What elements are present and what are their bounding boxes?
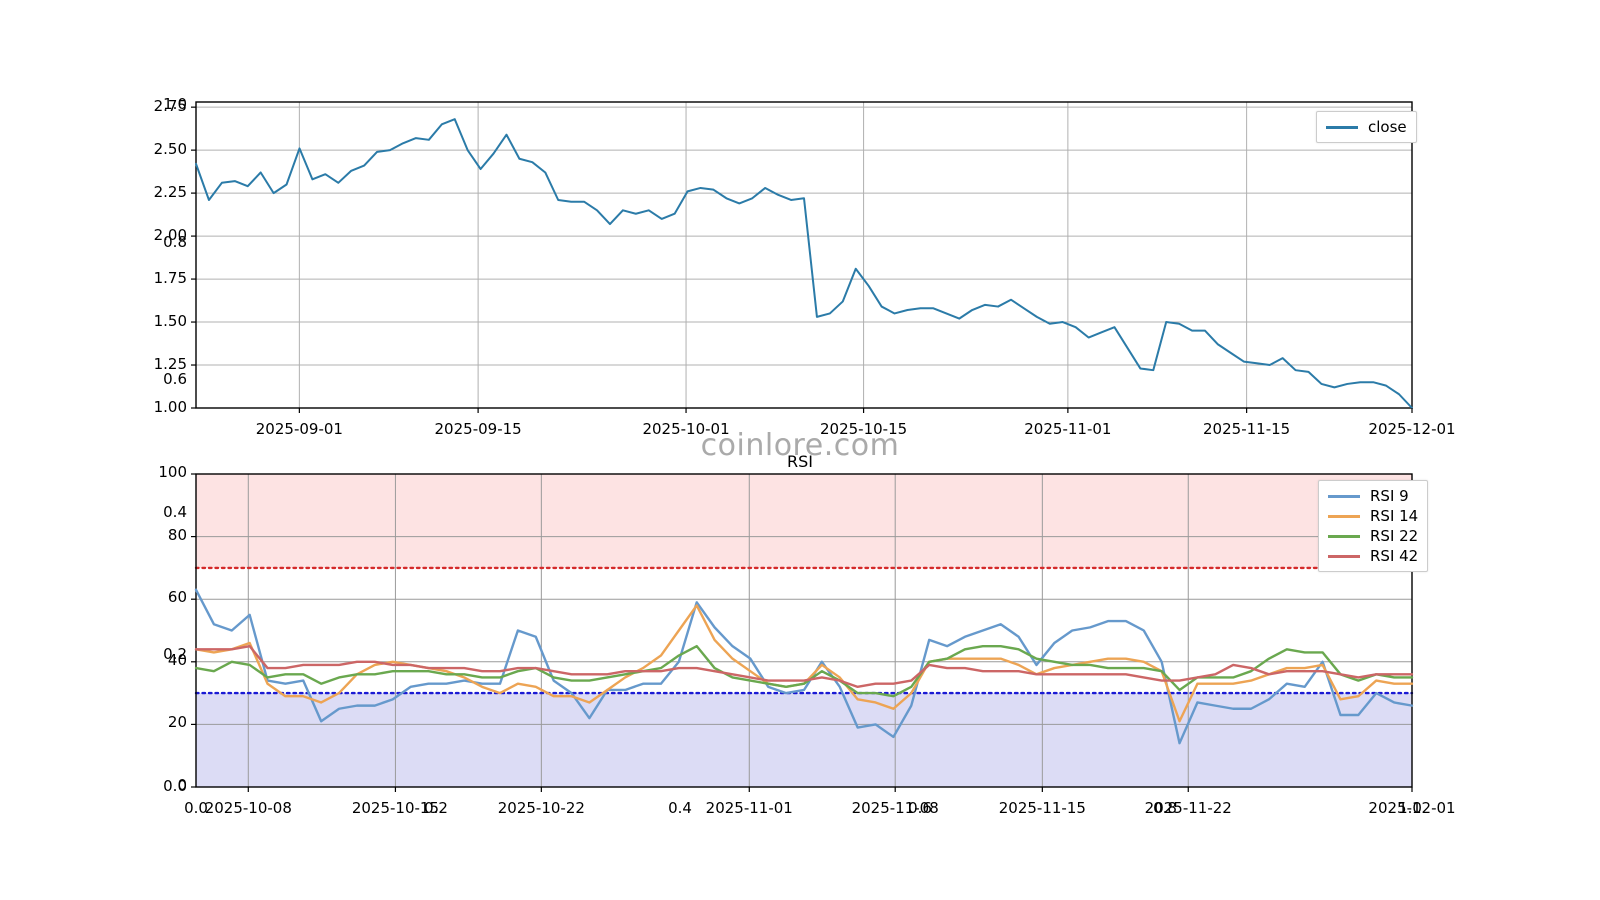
price-y-tick-1.75: 1.75 <box>153 269 187 288</box>
series-RSI-9 <box>194 588 1414 745</box>
price-y-tick-2.00: 2.00 <box>153 226 187 245</box>
price-chart-legend[interactable]: close <box>1316 111 1417 143</box>
price-secondary-y-tick-1.0: 1.0 <box>163 95 187 113</box>
price-y-tick-2.75: 2.75 <box>153 97 187 116</box>
rsi-y-tick-60: 60 <box>167 588 187 607</box>
rsi-secondary-x-tick-0.2: 0.2 <box>424 799 448 817</box>
rsi-secondary-x-tick-1.0: 1.0 <box>1398 799 1422 817</box>
legend-swatch-icon-close <box>1326 125 1358 129</box>
price-x-tick-2025-10-15: 2025-10-15 <box>819 420 908 438</box>
rsi-y-tick-0: 0 <box>177 776 187 794</box>
legend-swatch-icon-RSI-14 <box>1328 514 1360 518</box>
rsi-secondary-y-tick-0.0: 0.0 <box>163 777 187 795</box>
price-x-tick-2025-11-15: 2025-11-15 <box>1203 420 1291 438</box>
legend-item-RSI-9[interactable]: RSI 9 <box>1328 486 1418 506</box>
rsi-secondary-y-tick-0.2: 0.2 <box>163 645 187 663</box>
price-chart-panel: 1.00 1.25 1.50 1.75 2.00 2.25 2.50 2.75 0.6 0.8 1… <box>153 95 1456 438</box>
rsi-chart-canvas <box>191 473 1414 792</box>
legend-label-RSI-42: RSI 42 <box>1370 547 1419 565</box>
legend-label-RSI-9: RSI 9 <box>1370 487 1409 505</box>
price-x-tick-2025-12-01: 2025-12-01 <box>1368 420 1456 438</box>
rsi-y-tick-100: 100 <box>158 463 187 481</box>
legend-item-RSI-22[interactable]: RSI 22 <box>1328 526 1418 546</box>
rsi-chart-panel: 0 20 40 60 80 100 0.0 0.2 0.4 2025-10-08 2025-10… <box>0 455 1600 900</box>
rsi-x-tick-2025-12-01: 2025-12-01 <box>1368 799 1456 817</box>
price-y-tick-2.25: 2.25 <box>153 183 187 202</box>
rsi-y-tick-20: 20 <box>167 713 187 732</box>
legend-swatch-icon-RSI-9 <box>1328 494 1360 498</box>
price-secondary-y-tick-0.6: 0.6 <box>163 370 187 388</box>
series-RSI-42 <box>194 644 1414 689</box>
price-chart-canvas <box>191 101 1413 413</box>
legend-item-RSI-42[interactable]: RSI 42 <box>1328 546 1418 566</box>
rsi-x-tick-2025-11-15: 2025-11-15 <box>998 799 1086 817</box>
legend-label-close: close <box>1368 118 1407 136</box>
price-y-tick-1.00: 1.00 <box>153 398 187 416</box>
rsi-chart-title: RSI <box>787 452 813 471</box>
price-x-tick-2025-10-01: 2025-10-01 <box>642 420 730 438</box>
rsi-x-tick-2025-10-15: 2025-10-15 <box>351 799 440 817</box>
band-oversold-zone <box>196 693 1412 787</box>
legend-item-RSI-14[interactable]: RSI 14 <box>1328 506 1418 526</box>
rsi-x-tick-2025-10-22: 2025-10-22 <box>497 799 585 817</box>
legend-swatch-icon-RSI-42 <box>1328 554 1360 558</box>
price-y-tick-1.50: 1.50 <box>153 312 187 331</box>
rsi-secondary-x-tick-0.8: 0.8 <box>1153 799 1177 817</box>
price-x-tick-2025-09-01: 2025-09-01 <box>255 420 343 438</box>
rsi-y-tick-40: 40 <box>167 650 187 669</box>
series-RSI-22 <box>194 644 1414 698</box>
legend-label-RSI-14: RSI 14 <box>1370 507 1419 525</box>
price-y-tick-2.50: 2.50 <box>153 140 187 159</box>
price-x-tick-2025-11-01: 2025-11-01 <box>1024 420 1112 438</box>
rsi-secondary-x-tick-0.4: 0.4 <box>668 799 692 817</box>
price-y-tick-1.25: 1.25 <box>153 355 187 374</box>
legend-item-close[interactable]: close <box>1326 117 1407 137</box>
rsi-x-tick-2025-10-08: 2025-10-08 <box>204 799 292 817</box>
rsi-secondary-x-tick-0.6: 0.6 <box>908 799 932 817</box>
rsi-x-tick-2025-11-01: 2025-11-01 <box>705 799 793 817</box>
rsi-secondary-x-tick-0.0: 0.0 <box>184 799 208 817</box>
legend-label-RSI-22: RSI 22 <box>1370 527 1419 545</box>
rsi-chart-legend[interactable]: RSI 9 RSI 14 RSI 22 RSI 42 <box>1318 480 1429 572</box>
price-x-tick-2025-09-15: 2025-09-15 <box>434 420 522 438</box>
price-secondary-y-tick-0.8: 0.8 <box>163 233 187 251</box>
rsi-y-tick-80: 80 <box>167 525 187 544</box>
rsi-x-tick-2025-11-08: 2025-11-08 <box>851 799 939 817</box>
legend-swatch-icon-RSI-22 <box>1328 534 1360 538</box>
rsi-secondary-y-tick-0.4: 0.4 <box>163 503 187 521</box>
rsi-x-tick-2025-11-22: 2025-11-22 <box>1144 799 1232 817</box>
band-overbought-zone <box>196 474 1412 568</box>
